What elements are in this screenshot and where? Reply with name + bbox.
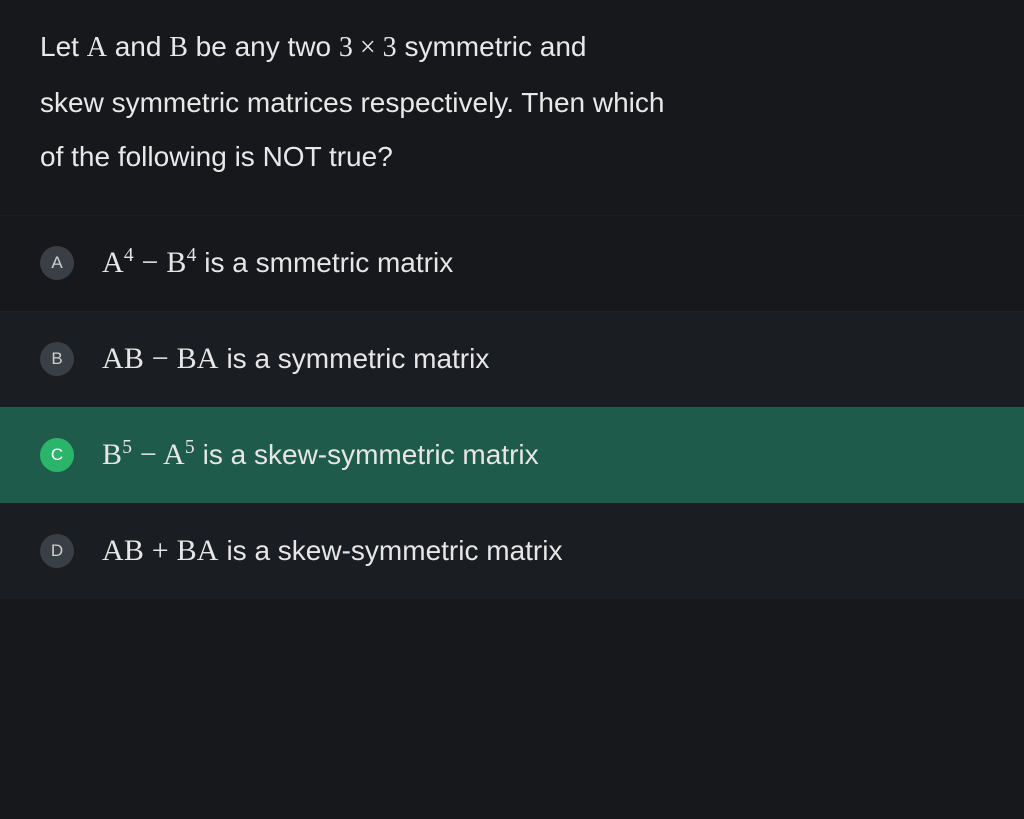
- option-math: AB + BA: [102, 534, 219, 567]
- option-badge: D: [40, 534, 74, 568]
- option-content: B5 − A5 is a skew-symmetric matrix: [102, 438, 539, 472]
- option-b[interactable]: B AB − BA is a symmetric matrix: [0, 311, 1024, 407]
- option-badge: B: [40, 342, 74, 376]
- math-part: A: [102, 246, 124, 279]
- math-part: B: [102, 438, 122, 471]
- math-sup: 5: [122, 437, 132, 458]
- q-var-a: A: [87, 32, 107, 63]
- math-sup: 4: [124, 245, 134, 266]
- quiz-container: Let A and B be any two 3 × 3 symmetric a…: [0, 0, 1024, 819]
- q-dim: 3 × 3: [339, 32, 397, 63]
- math-sup: 4: [187, 245, 197, 266]
- option-a[interactable]: A A4 − B4 is a smmetric matrix: [0, 215, 1024, 311]
- option-badge: A: [40, 246, 74, 280]
- option-rest: is a symmetric matrix: [219, 343, 490, 374]
- option-content: AB − BA is a symmetric matrix: [102, 342, 489, 376]
- question-block: Let A and B be any two 3 × 3 symmetric a…: [0, 0, 1024, 215]
- q-var-b: B: [169, 32, 188, 63]
- option-content: AB + BA is a skew-symmetric matrix: [102, 534, 562, 568]
- math-sup: 5: [185, 437, 195, 458]
- options-list: A A4 − B4 is a smmetric matrix B AB − BA…: [0, 215, 1024, 599]
- option-badge: C: [40, 438, 74, 472]
- math-part: − A: [132, 438, 185, 471]
- q-text: and: [107, 31, 169, 62]
- option-math: AB − BA: [102, 342, 219, 375]
- q-text: Let: [40, 31, 87, 62]
- option-d[interactable]: D AB + BA is a skew-symmetric matrix: [0, 503, 1024, 599]
- option-c[interactable]: C B5 − A5 is a skew-symmetric matrix: [0, 407, 1024, 503]
- q-text: symmetric and: [397, 31, 587, 62]
- option-rest: is a skew-symmetric matrix: [195, 439, 539, 470]
- q-line2: skew symmetric matrices respectively. Th…: [40, 87, 664, 118]
- q-text: be any two: [188, 31, 339, 62]
- math-part: − B: [134, 246, 187, 279]
- q-line3: of the following is NOT true?: [40, 141, 393, 172]
- option-rest: is a smmetric matrix: [197, 247, 454, 278]
- option-content: A4 − B4 is a smmetric matrix: [102, 246, 453, 280]
- option-rest: is a skew-symmetric matrix: [219, 535, 563, 566]
- option-math: A4 − B4: [102, 246, 197, 279]
- option-math: B5 − A5: [102, 438, 195, 471]
- question-text: Let A and B be any two 3 × 3 symmetric a…: [40, 20, 984, 185]
